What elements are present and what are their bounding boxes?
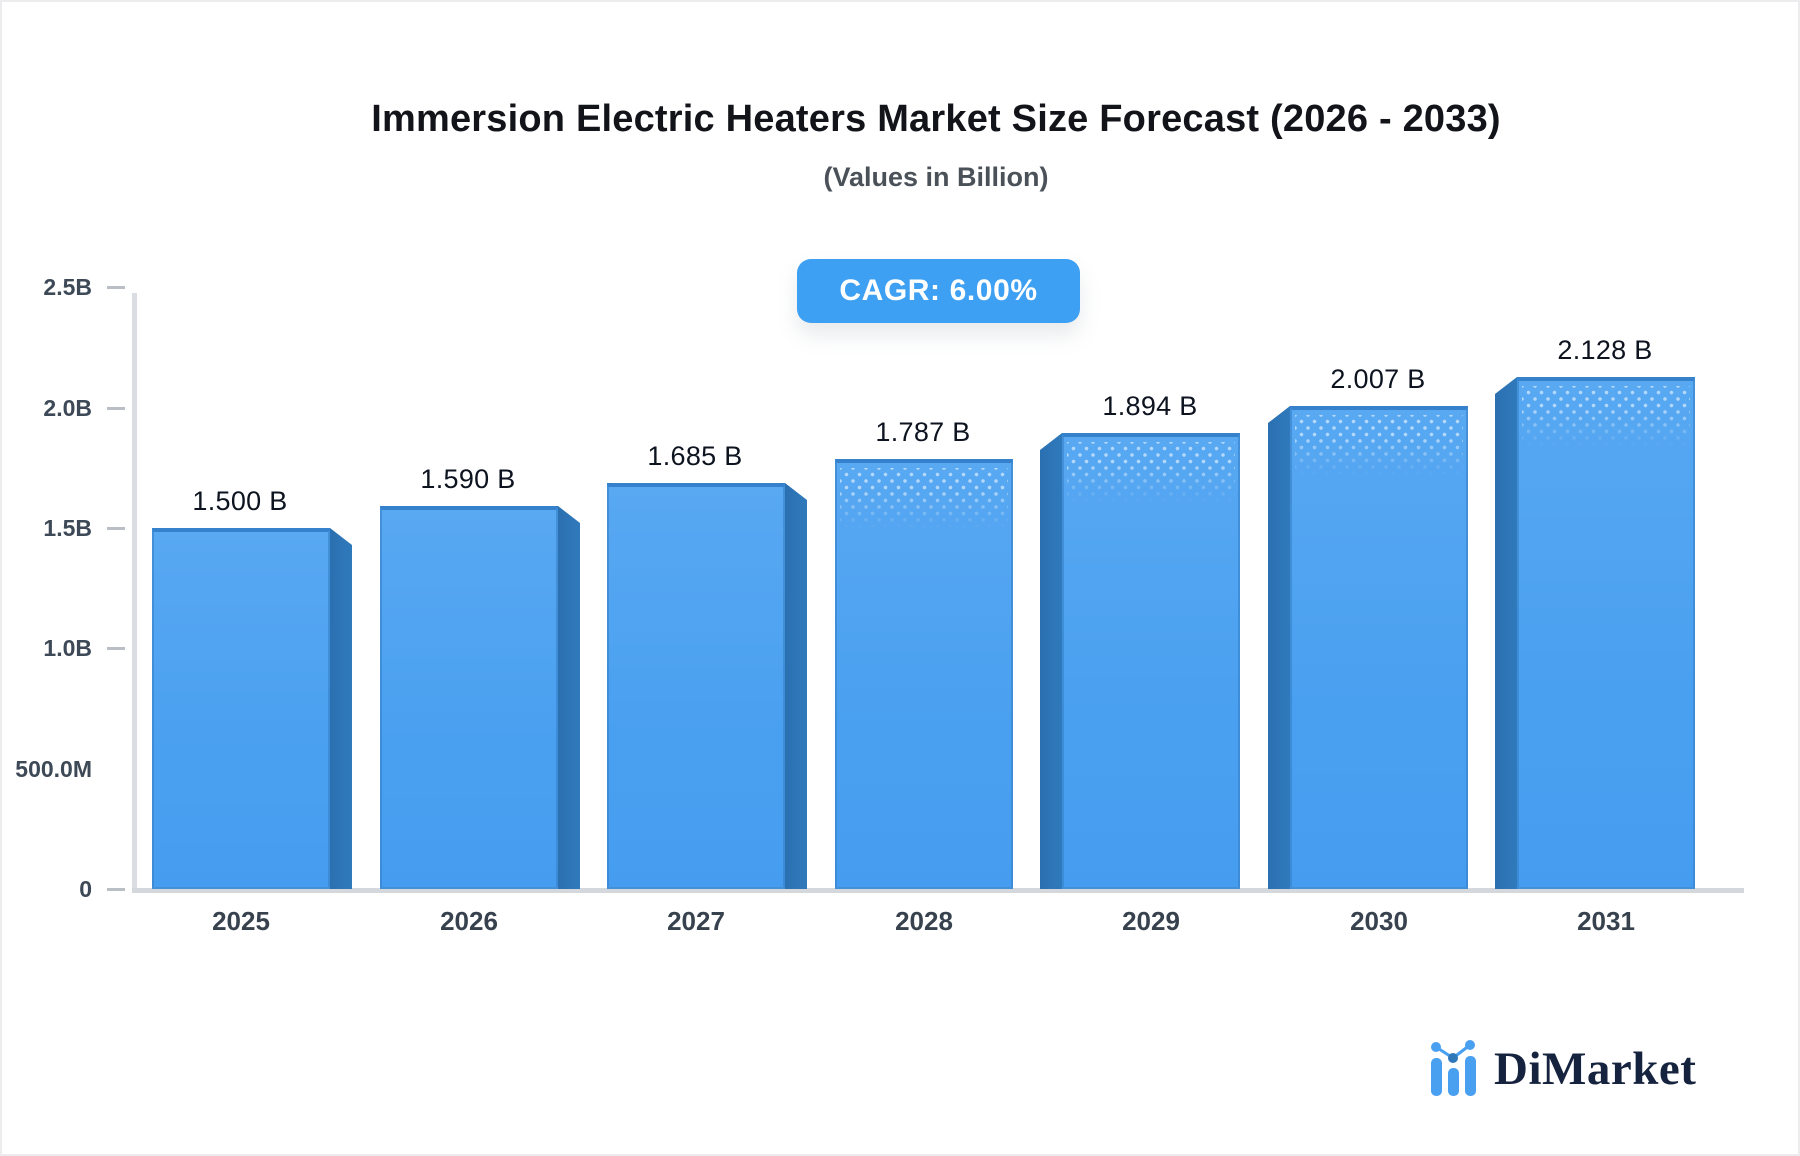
bar-line-chart-icon [1431,1040,1476,1096]
bar-face [1517,377,1695,889]
bar-2025 [152,528,352,889]
x-axis-label: 2030 [1350,906,1408,936]
y-axis-tick-label: 1.0B [43,635,92,662]
bar-top-dot-texture [1295,415,1463,475]
y-axis-tick-label: 2.5B [43,274,92,301]
x-axis-label: 2031 [1577,906,1635,936]
y-axis-tick-label: 0 [79,876,92,902]
bar-value-label: 2.128 B [1557,335,1653,365]
x-axis-label: 2027 [667,906,725,936]
x-axis-label: 2026 [440,906,498,936]
y-axis-tick-mark [107,286,125,290]
bar-value-label: 1.685 B [647,441,743,471]
bar-face [1290,406,1468,889]
bar-2031 [1495,377,1695,889]
x-axis-line [132,888,1744,893]
bar-value-label: 1.894 B [1102,391,1198,421]
bar-face [607,483,785,889]
bar-2026 [380,506,580,889]
bar-3d-side [558,506,580,889]
bar-3d-side [1495,377,1517,889]
y-axis-tick-mark [107,406,125,410]
bar-face [1062,433,1240,889]
bar-value-label: 2.007 B [1330,364,1426,394]
bar-top-dot-texture [840,468,1008,528]
bar-top-dot-texture [1067,442,1235,502]
cagr-badge-label: CAGR: 6.00% [839,274,1038,307]
dimarket-logo: DiMarket [1426,1040,1696,1098]
bar-face [835,459,1013,889]
bar-value-label: 1.787 B [875,417,971,447]
chart-subtitle: (Values in Billion) [823,162,1049,192]
y-axis-line [132,293,137,889]
bar-3d-side [330,528,352,889]
y-axis-tick-label: 500.0M [15,755,92,782]
bar-face [152,528,330,889]
bar-value-label: 1.500 B [192,486,288,516]
chart-title: Immersion Electric Heaters Market Size F… [371,98,1501,140]
x-axis-label: 2028 [895,906,953,936]
y-axis-tick-mark [107,647,125,651]
x-axis-label: 2025 [212,906,270,936]
y-axis-tick-mark [107,526,125,530]
bar-2027 [607,483,807,889]
bar-top-dot-texture [1522,386,1690,446]
dimarket-logo-text: DiMarket [1494,1043,1697,1095]
y-axis-tick-label: 2.0B [43,394,92,421]
bar-3d-side [1268,406,1290,889]
bar-3d-side [1040,433,1062,889]
bar-face [380,506,558,889]
y-axis-tick-mark [107,888,125,891]
bar-3d-side [785,483,807,889]
bar-2030 [1268,406,1468,889]
y-axis-tick-label: 1.5B [43,514,92,541]
bar-value-label: 1.590 B [420,464,516,494]
bar-2028 [835,459,1013,889]
cagr-badge: CAGR: 6.00% [797,259,1080,323]
x-axis-label: 2029 [1122,906,1180,936]
bar-2029 [1040,433,1240,889]
